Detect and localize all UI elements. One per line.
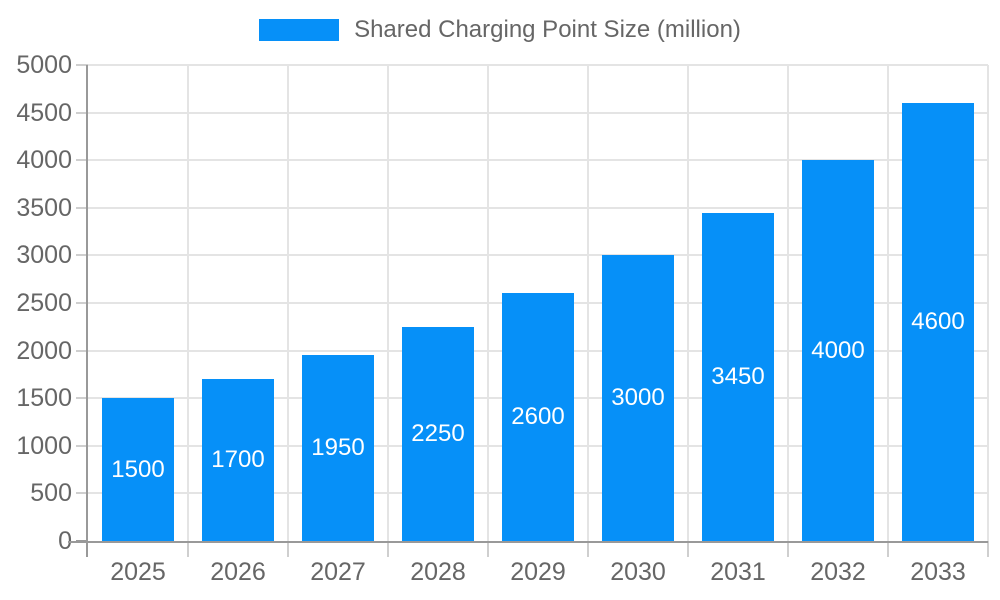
x-tick-label: 2028 bbox=[410, 558, 466, 586]
y-tick-label: 3500 bbox=[16, 193, 72, 222]
y-axis-tick bbox=[76, 254, 88, 257]
bar-2032[interactable] bbox=[802, 160, 874, 541]
x-tick-label: 2033 bbox=[910, 558, 966, 586]
bar-value-label: 2250 bbox=[411, 419, 465, 447]
gridline-vertical bbox=[587, 65, 589, 541]
y-tick-label: 2500 bbox=[16, 289, 72, 317]
legend-label: Shared Charging Point Size (million) bbox=[354, 16, 741, 43]
y-axis-tick bbox=[76, 349, 88, 352]
bar-2025[interactable] bbox=[102, 398, 174, 541]
gridline-horizontal bbox=[88, 206, 988, 209]
y-axis-tick bbox=[76, 302, 88, 304]
x-axis-tick bbox=[787, 541, 789, 557]
y-tick-label: 1500 bbox=[16, 384, 72, 413]
x-tick-label: 2029 bbox=[510, 558, 566, 586]
y-tick-label: 4500 bbox=[16, 98, 72, 127]
x-tick-label: 2026 bbox=[210, 558, 266, 586]
bar-2029[interactable] bbox=[502, 293, 574, 541]
y-tick-label: 3000 bbox=[16, 241, 72, 270]
x-axis-tick bbox=[587, 541, 589, 557]
y-tick-label: 1000 bbox=[16, 431, 72, 460]
bar-value-label: 1500 bbox=[111, 455, 165, 483]
y-axis-tick bbox=[76, 159, 88, 162]
chart-legend[interactable]: Shared Charging Point Size (million) bbox=[0, 16, 1000, 44]
y-axis-tick bbox=[76, 206, 88, 209]
gridline-vertical bbox=[187, 65, 189, 541]
y-tick-label: 0 bbox=[58, 527, 72, 555]
bar-2033[interactable] bbox=[902, 103, 974, 541]
gridline-vertical bbox=[887, 65, 889, 541]
bar-value-label: 3000 bbox=[611, 384, 665, 412]
y-tick-label: 4000 bbox=[16, 146, 72, 175]
gridline-vertical bbox=[287, 65, 289, 541]
legend-swatch bbox=[259, 19, 340, 41]
gridline-vertical bbox=[687, 65, 689, 541]
x-axis-tick bbox=[287, 541, 289, 557]
gridline-horizontal bbox=[88, 111, 988, 114]
y-axis-line bbox=[86, 65, 88, 557]
gridline-horizontal bbox=[88, 254, 988, 257]
gridline-horizontal bbox=[88, 64, 988, 66]
x-axis-tick bbox=[187, 541, 189, 557]
x-axis-line bbox=[68, 541, 988, 543]
gridline-vertical bbox=[387, 65, 389, 541]
gridline-vertical bbox=[787, 65, 789, 541]
y-axis-tick bbox=[76, 111, 88, 114]
bar-value-label: 3450 bbox=[711, 362, 765, 390]
y-tick-label: 5000 bbox=[16, 51, 72, 79]
x-tick-label: 2032 bbox=[810, 558, 866, 586]
x-axis-tick bbox=[687, 541, 689, 557]
bar-2026[interactable] bbox=[202, 379, 274, 541]
y-axis-tick bbox=[76, 492, 88, 495]
x-axis-tick bbox=[487, 541, 489, 557]
x-tick-label: 2031 bbox=[710, 558, 766, 586]
y-axis-tick bbox=[76, 64, 88, 66]
x-tick-label: 2025 bbox=[110, 558, 166, 586]
x-axis-tick bbox=[387, 541, 389, 557]
bar-value-label: 1700 bbox=[211, 446, 265, 474]
y-axis-tick bbox=[76, 397, 88, 400]
gridline-horizontal bbox=[88, 159, 988, 162]
bar-value-label: 4600 bbox=[911, 308, 965, 336]
gridline-vertical bbox=[487, 65, 489, 541]
gridline-vertical bbox=[987, 65, 989, 541]
x-axis-tick bbox=[987, 541, 989, 557]
bar-2031[interactable] bbox=[702, 212, 774, 541]
y-tick-label: 2000 bbox=[16, 336, 72, 365]
bar-value-label: 2600 bbox=[511, 403, 565, 431]
bar-value-label: 1950 bbox=[311, 434, 365, 462]
x-tick-label: 2027 bbox=[310, 558, 366, 586]
y-tick-label: 500 bbox=[30, 479, 72, 508]
x-tick-label: 2030 bbox=[610, 558, 666, 586]
bar-2030[interactable] bbox=[602, 255, 674, 541]
bar-2027[interactable] bbox=[302, 355, 374, 541]
bar-value-label: 4000 bbox=[811, 336, 865, 364]
bar-2028[interactable] bbox=[402, 326, 474, 541]
x-axis-tick bbox=[887, 541, 889, 557]
y-axis-tick bbox=[76, 444, 88, 447]
